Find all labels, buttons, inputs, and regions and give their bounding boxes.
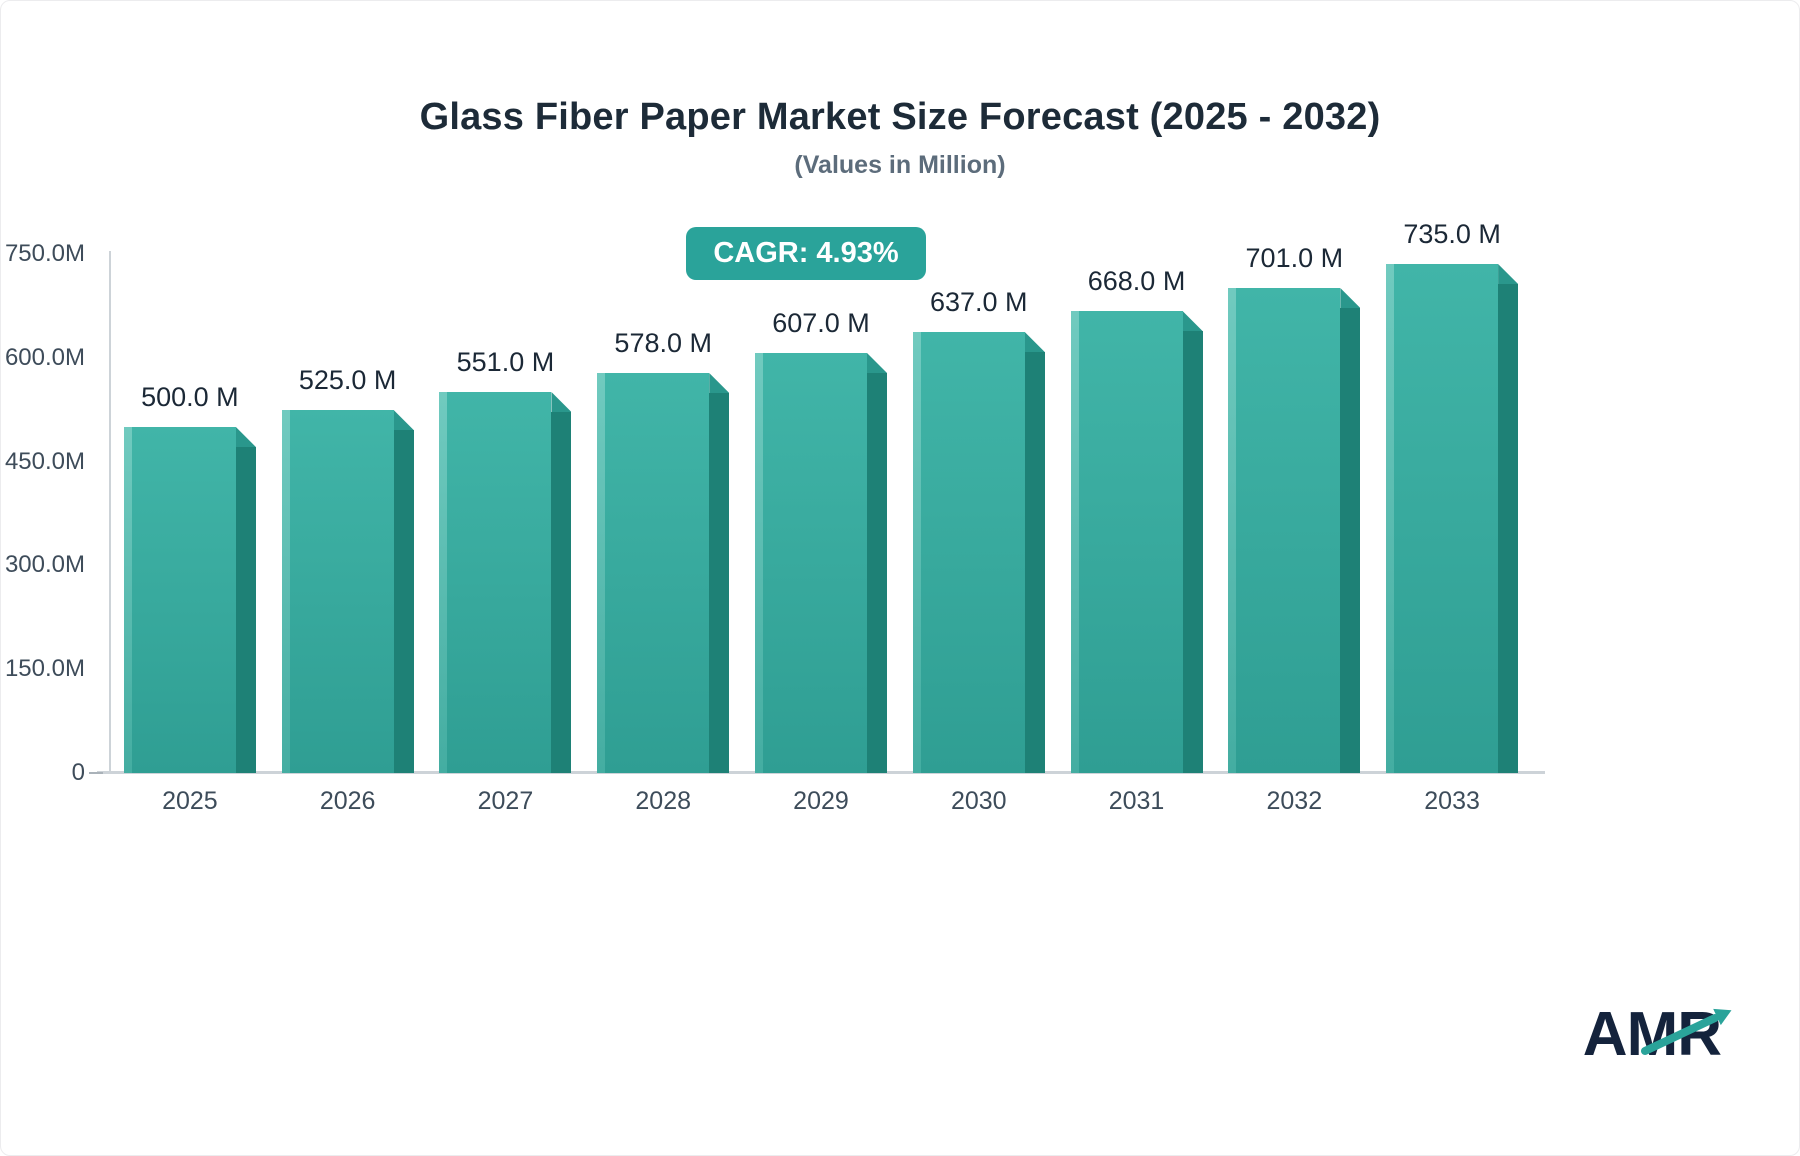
- bar-group: 668.0 M: [1058, 254, 1216, 773]
- y-tick-label: 150.0M: [4, 655, 85, 683]
- bar: [754, 353, 867, 773]
- x-tick-label: 2031: [1108, 787, 1165, 815]
- bar-value-label: 701.0 M: [1245, 243, 1344, 273]
- cagr-badge: CAGR: 4.93%: [686, 227, 926, 280]
- bar: [912, 332, 1025, 773]
- bar-top-bevel: [1498, 264, 1519, 284]
- bar: [597, 373, 710, 773]
- amr-logo-text: AMR: [1582, 1000, 1722, 1069]
- bar-top-bevel: [1182, 311, 1203, 331]
- amr-logo: AMR: [1582, 999, 1732, 1069]
- bar-top-bevel: [866, 353, 887, 373]
- y-tick-label: 300.0M: [4, 551, 85, 579]
- x-tick-label: 2032: [1266, 787, 1323, 815]
- bar-highlight: [597, 373, 606, 773]
- bar-group: 525.0 M: [269, 254, 427, 773]
- bar-side-face: [709, 393, 730, 773]
- bar-value-label: 607.0 M: [772, 308, 870, 338]
- bar: [439, 392, 552, 773]
- bar-highlight: [1386, 264, 1395, 773]
- zero-tick-mark: [89, 772, 103, 774]
- bar-value-label: 525.0 M: [298, 365, 397, 395]
- bar-value-label: 500.0 M: [141, 382, 239, 412]
- bar-highlight: [912, 332, 921, 773]
- bar-group: 551.0 M: [427, 254, 585, 773]
- bar-side-face: [551, 412, 572, 773]
- bar-side-face: [393, 430, 414, 773]
- x-tick-label: 2025: [162, 787, 218, 815]
- y-axis-labels: 750.0M 600.0M 450.0M 300.0M 150.0M 0: [1, 240, 93, 786]
- chart-subtitle: (Values in Million): [794, 151, 1006, 179]
- bar: [1386, 264, 1499, 773]
- x-axis-labels: 2025 2026 2027 2028 2029 2030 2031 2032 2033: [111, 787, 1531, 827]
- bar-highlight: [754, 353, 763, 773]
- bar-value-label: 668.0 M: [1087, 266, 1186, 296]
- bar-highlight: [123, 427, 132, 773]
- chart-title: Glass Fiber Paper Market Size Forecast (…: [419, 96, 1381, 138]
- bar: [123, 427, 236, 773]
- bar-group: 607.0 M: [742, 254, 900, 773]
- bar-value-label: 578.0 M: [614, 328, 712, 358]
- bar-top-bevel: [551, 392, 572, 412]
- bar-value-label: 637.0 M: [929, 287, 1028, 317]
- x-tick-label: 2030: [950, 787, 1007, 815]
- bar-group: 637.0 M: [900, 254, 1058, 773]
- bar-side-face: [1024, 352, 1045, 773]
- bar-highlight: [281, 410, 290, 773]
- plot-area: 500.0 M 525.0 M 551.0 M 578.0 M 607.0 M 637.0…: [111, 219, 1531, 773]
- y-tick-label: 750.0M: [4, 240, 85, 267]
- bar: [1070, 311, 1183, 773]
- x-tick-label: 2028: [635, 787, 692, 815]
- bar-top-bevel: [709, 373, 730, 393]
- bar-side-face: [1498, 284, 1519, 773]
- bar-top-bevel: [393, 410, 414, 430]
- y-tick-label: 0: [71, 759, 85, 786]
- x-tick-label: 2033: [1424, 787, 1480, 815]
- bar-top-bevel: [1340, 288, 1361, 308]
- y-tick-label: 600.0M: [4, 343, 85, 371]
- bar: [1228, 288, 1341, 773]
- bar-value-label: 735.0 M: [1403, 219, 1501, 249]
- bar-highlight: [1228, 288, 1237, 773]
- bar-top-bevel: [235, 427, 256, 447]
- y-axis-line: [109, 251, 111, 773]
- bar-value-label: 551.0 M: [456, 347, 555, 377]
- x-tick-label: 2027: [477, 787, 534, 815]
- bar-side-face: [866, 373, 887, 773]
- bar-group: 578.0 M: [584, 254, 742, 773]
- bar-highlight: [439, 392, 448, 773]
- bar-group: 500.0 M: [111, 254, 269, 773]
- bar-group: 701.0 M: [1215, 243, 1373, 773]
- bar: [281, 410, 394, 773]
- bar-top-bevel: [1024, 332, 1045, 352]
- y-tick-label: 450.0M: [4, 447, 85, 475]
- bar-side-face: [235, 447, 256, 773]
- bar-group: 735.0 M: [1373, 219, 1531, 773]
- bar-side-face: [1340, 308, 1361, 773]
- bar-highlight: [1070, 311, 1079, 773]
- x-tick-label: 2029: [793, 787, 849, 815]
- x-tick-label: 2026: [319, 787, 376, 815]
- bar-side-face: [1182, 331, 1203, 773]
